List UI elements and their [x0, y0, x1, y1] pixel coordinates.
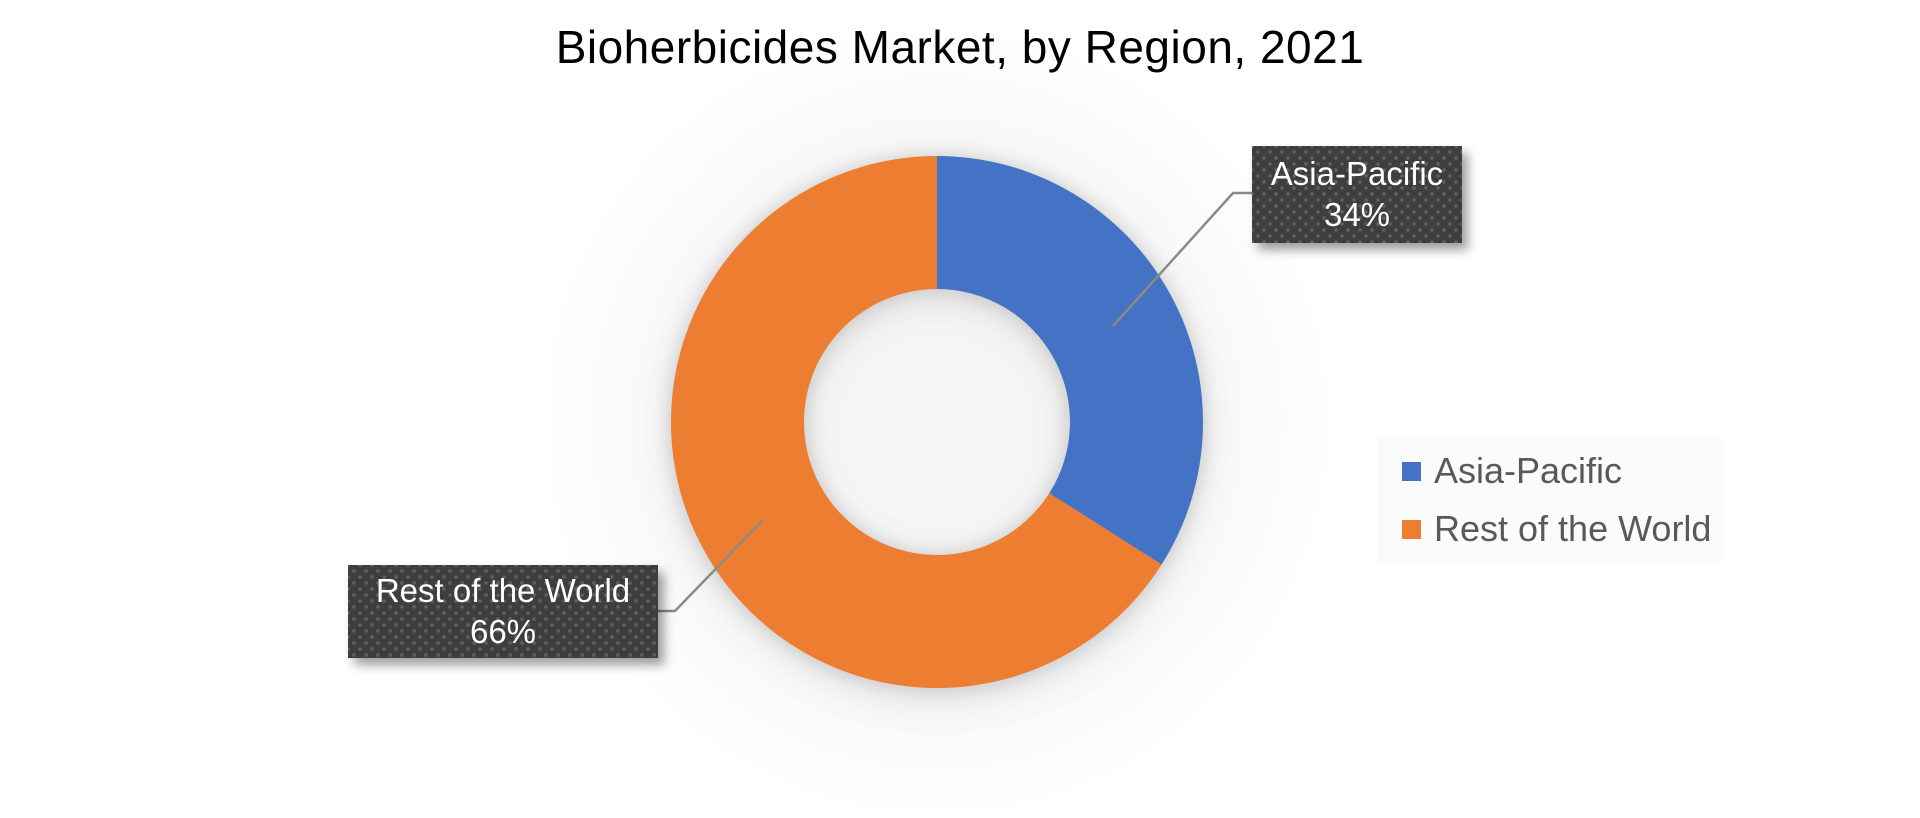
legend: Asia-Pacific Rest of the World [1378, 438, 1724, 562]
callout-rest-of-world-name: Rest of the World [375, 571, 631, 609]
callout-asia-pacific[interactable]: Asia-Pacific 34% [1252, 146, 1462, 243]
legend-swatch-rest-of-world [1402, 519, 1421, 539]
legend-label-asia-pacific: Asia-Pacific [1434, 450, 1623, 491]
donut-slice-asia-pacific[interactable] [937, 156, 1203, 565]
callout-rest-of-world-value: 66% [469, 612, 537, 650]
callout-asia-pacific-value: 34% [1323, 195, 1391, 233]
donut-slice-rest-of-the-world[interactable] [670, 156, 1162, 688]
legend-item-asia-pacific[interactable]: Asia-Pacific [1402, 450, 1724, 492]
legend-item-rest-of-world[interactable]: Rest of the World [1402, 508, 1724, 550]
chart-title: Bioherbicides Market, by Region, 2021 [555, 21, 1365, 73]
legend-label-rest-of-world: Rest of the World [1434, 508, 1712, 549]
callout-asia-pacific-name: Asia-Pacific [1270, 154, 1444, 192]
donut-chart [670, 156, 1203, 688]
callout-rest-of-world[interactable]: Rest of the World 66% [348, 565, 658, 658]
legend-swatch-asia-pacific [1402, 461, 1421, 481]
